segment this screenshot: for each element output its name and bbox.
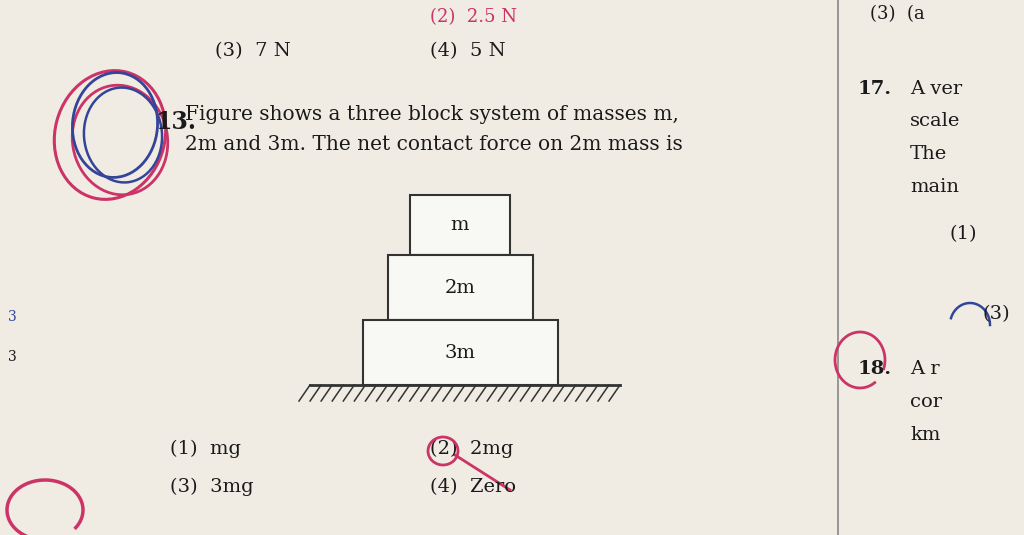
Text: 17.: 17. (858, 80, 892, 98)
Bar (362, 320, 557, 385)
Text: (3)  (a: (3) (a (870, 5, 925, 23)
Text: (1)  mg: (1) mg (170, 440, 241, 458)
Text: scale: scale (910, 112, 961, 130)
Text: m: m (451, 216, 469, 234)
Text: (4)  5 N: (4) 5 N (430, 42, 506, 60)
Text: Figure shows a three block system of masses m,: Figure shows a three block system of mas… (185, 105, 679, 124)
Text: 13.: 13. (155, 110, 196, 134)
Bar (410, 195, 510, 255)
Text: main: main (910, 178, 959, 196)
Text: 2m and 3m. The net contact force on 2m mass is: 2m and 3m. The net contact force on 2m m… (185, 135, 683, 154)
Text: 3: 3 (8, 310, 16, 324)
Bar (387, 255, 532, 320)
Text: 3: 3 (8, 350, 16, 364)
Text: (1): (1) (950, 225, 978, 243)
Text: (2)  2mg: (2) 2mg (430, 440, 513, 458)
Text: A r: A r (910, 360, 940, 378)
Text: 18.: 18. (858, 360, 892, 378)
Text: 2m: 2m (444, 279, 475, 296)
Text: (3)  7 N: (3) 7 N (215, 42, 291, 60)
Text: km: km (910, 426, 940, 444)
Text: (3)  3mg: (3) 3mg (170, 478, 254, 496)
Text: cor: cor (910, 393, 942, 411)
Text: A ver: A ver (910, 80, 963, 98)
Text: (3): (3) (983, 305, 1011, 323)
Text: The: The (910, 145, 947, 163)
Text: 3m: 3m (444, 343, 475, 362)
Text: (2)  2.5 N: (2) 2.5 N (430, 8, 517, 26)
Text: (4)  Zero: (4) Zero (430, 478, 516, 496)
